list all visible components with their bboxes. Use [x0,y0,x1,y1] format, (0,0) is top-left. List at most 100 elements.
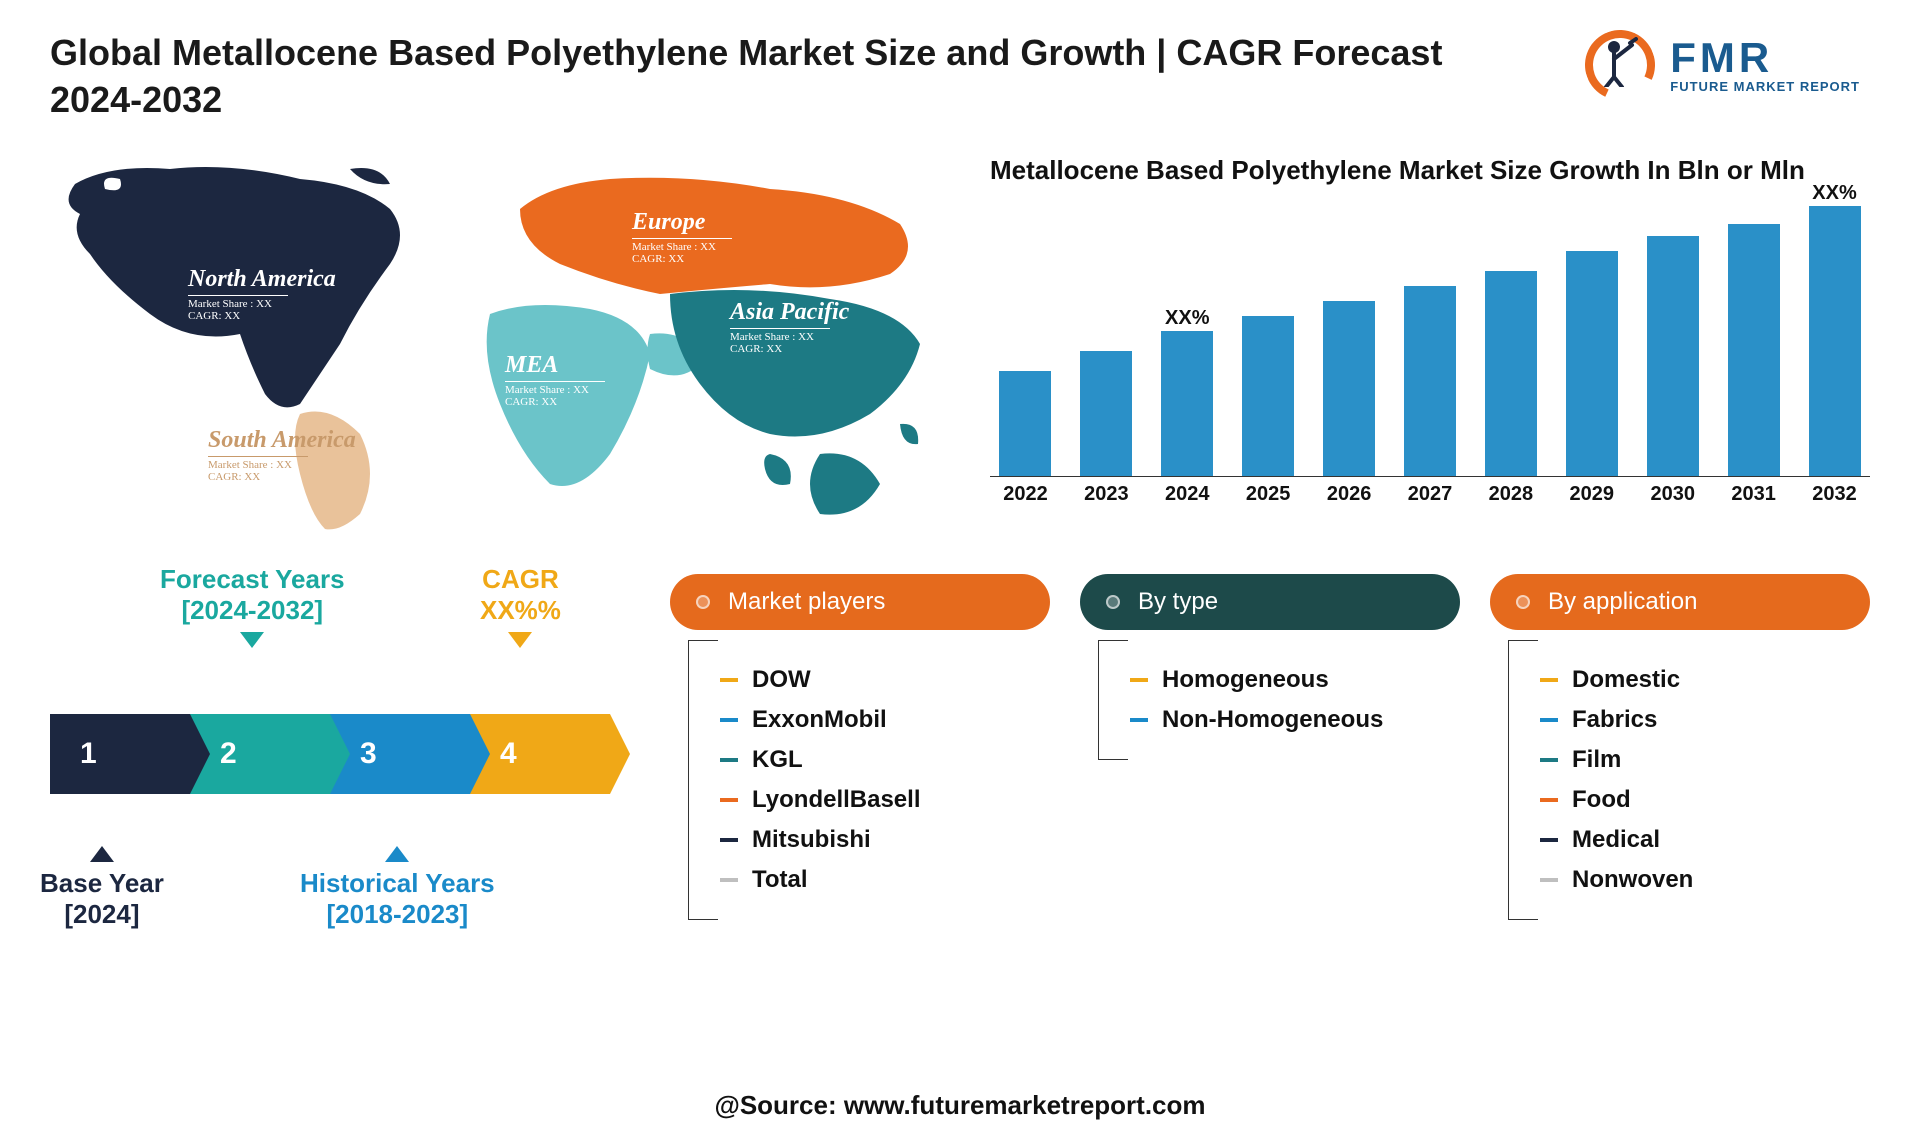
list-item-text: Film [1572,746,1621,774]
bar [1647,236,1699,476]
fmr-logo: FMR FUTURE MARKET REPORT [1580,25,1860,105]
top-section: North America Market Share : XX CAGR: XX… [50,154,1870,534]
list-item-text: Fabrics [1572,706,1657,734]
bars-area: XX% XX% [990,197,1870,477]
list-item: Fabrics [1520,700,1870,740]
bar-wrap [1637,236,1708,476]
logo-icon [1580,25,1660,105]
pill-columns: Market players DOWExxonMobilKGLLyondellB… [670,574,1870,910]
chevron-2: 2 [190,714,330,794]
page-title: Global Metallocene Based Polyethylene Ma… [50,30,1450,124]
list-item-text: ExxonMobil [752,706,887,734]
x-label: 2031 [1718,483,1789,506]
chart-title: Metallocene Based Polyethylene Market Si… [990,154,1870,188]
tick-icon [1540,838,1558,842]
bar-wrap [1556,251,1627,476]
by-application-col: By application Domestic Fabrics Film Food Me… [1490,574,1870,910]
label-europe: Europe Market Share : XX CAGR: XX [632,209,732,265]
tick-icon [720,758,738,762]
list-item: Food [1520,780,1870,820]
list-item: Mitsubishi [700,820,1050,860]
bar-wrap [1395,286,1466,476]
tick-icon [1540,678,1558,682]
x-label: 2022 [990,483,1061,506]
bar-wrap [1233,316,1304,476]
chevron-3: 3 [330,714,470,794]
by-type-list: Homogeneous Non-Homogeneous [1110,650,1460,750]
list-item-text: Nonwoven [1572,866,1693,894]
list-item-text: Medical [1572,826,1660,854]
x-label: 2029 [1556,483,1627,506]
list-item-text: Total [752,866,808,894]
market-players-list: DOW ExxonMobil KGL LyondellBasell Mitsubishi… [700,650,1050,910]
bar-callout: XX% [1165,307,1209,330]
x-label: 2028 [1475,483,1546,506]
label-north-america: North America Market Share : XX CAGR: XX [188,266,336,322]
x-label: 2024 [1152,483,1223,506]
dot-icon [1516,595,1530,609]
bar-wrap [990,371,1061,476]
bar-wrap [1718,224,1789,476]
list-item: Film [1520,740,1870,780]
list-item-text: LyondellBasell [752,786,921,814]
label-south-america: South America Market Share : XX CAGR: XX [208,427,356,483]
source-attribution: @Source: www.futuremarketreport.com [0,1090,1920,1121]
chevron-1: 1 [50,714,190,794]
list-item: KGL [700,740,1050,780]
market-players-col: Market players DOWExxonMobilKGLLyondellB… [670,574,1050,910]
list-item: Non-Homogeneous [1110,700,1460,740]
by-application-list: Domestic Fabrics Film Food Medical Nonwoven [1520,650,1870,910]
x-label: 2027 [1395,483,1466,506]
forecast-callout: Forecast Years[2024-2032] [160,564,345,648]
list-item-text: KGL [752,746,803,774]
x-label: 2030 [1637,483,1708,506]
label-mea: MEA Market Share : XX CAGR: XX [505,352,605,408]
bar [1404,286,1456,476]
bar [1323,301,1375,476]
list-item: Domestic [1520,660,1870,700]
tick-icon [720,878,738,882]
tick-icon [720,718,738,722]
tick-icon [1130,718,1148,722]
bottom-section: Forecast Years[2024-2032] CAGRXX%% 1 2 3… [50,574,1870,910]
list-item-text: DOW [752,666,811,694]
list-item: Nonwoven [1520,860,1870,900]
dot-icon [1106,595,1120,609]
chevron-row: 1 2 3 4 [50,714,610,794]
list-item: Total [700,860,1050,900]
list-item-text: Food [1572,786,1631,814]
bar [1809,206,1861,476]
bar-wrap: XX% [1799,206,1870,476]
bar [999,371,1051,476]
bar [1566,251,1618,476]
tick-icon [720,678,738,682]
bar [1242,316,1294,476]
tick-icon [1540,878,1558,882]
x-label: 2032 [1799,483,1870,506]
list-item-text: Mitsubishi [752,826,871,854]
list-item: DOW [700,660,1050,700]
bar [1161,331,1213,476]
x-axis-labels: 2022202320242025202620272028202920302031… [990,483,1870,506]
logo-subtitle: FUTURE MARKET REPORT [1670,79,1860,94]
tick-icon [720,798,738,802]
list-item: ExxonMobil [700,700,1050,740]
list-item: Medical [1520,820,1870,860]
list-item-text: Homogeneous [1162,666,1329,694]
bar [1080,351,1132,476]
telescope-figure-icon [1602,37,1638,87]
label-asia-pacific: Asia Pacific Market Share : XX CAGR: XX [730,299,849,355]
tick-icon [720,838,738,842]
historical-callout: Historical Years[2018-2023] [300,846,495,930]
tick-icon [1540,718,1558,722]
dot-icon [696,595,710,609]
tick-icon [1130,678,1148,682]
x-label: 2025 [1233,483,1304,506]
timeline: Forecast Years[2024-2032] CAGRXX%% 1 2 3… [50,574,610,910]
bar-wrap [1314,301,1385,476]
bar [1728,224,1780,476]
bar-callout: XX% [1812,182,1856,205]
by-application-pill: By application [1490,574,1870,630]
list-item: Homogeneous [1110,660,1460,700]
list-item-text: Non-Homogeneous [1162,706,1383,734]
